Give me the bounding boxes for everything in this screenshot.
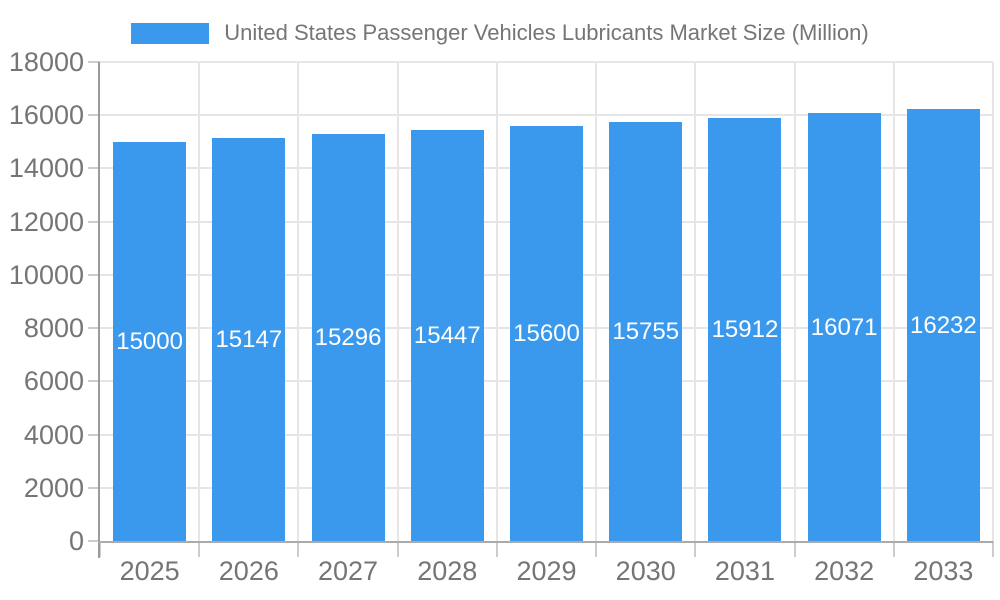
- bar[interactable]: [212, 137, 286, 541]
- x-gridline: [495, 62, 498, 541]
- y-gridline: [100, 61, 993, 63]
- x-axis-tick: [198, 541, 201, 557]
- y-axis-tick: [88, 220, 100, 223]
- y-axis-tick: [88, 273, 100, 276]
- bar[interactable]: [609, 121, 683, 541]
- bar[interactable]: [113, 141, 187, 541]
- x-gridline: [992, 62, 994, 541]
- y-axis-tick-label: 10000: [8, 259, 84, 290]
- y-axis-tick: [88, 327, 100, 330]
- x-axis-tick: [992, 541, 994, 557]
- bar[interactable]: [906, 109, 980, 541]
- x-axis-tick-label: 2027: [318, 556, 379, 586]
- y-axis-tick-label: 4000: [23, 419, 84, 450]
- x-axis-tick: [694, 541, 697, 557]
- y-axis-tick-label: 6000: [23, 366, 84, 397]
- legend[interactable]: United States Passenger Vehicles Lubrica…: [0, 21, 1000, 45]
- bar[interactable]: [410, 129, 484, 541]
- bar[interactable]: [311, 133, 385, 541]
- x-axis-tick: [297, 541, 300, 557]
- x-axis-tick: [892, 541, 895, 557]
- x-axis-tick: [495, 541, 498, 557]
- y-axis-tick: [88, 167, 100, 170]
- x-axis-tick: [99, 541, 101, 557]
- x-gridline: [892, 62, 895, 541]
- y-axis-tick-label: 18000: [8, 47, 84, 77]
- bar[interactable]: [807, 113, 881, 541]
- x-axis-tick-label: 2025: [119, 556, 180, 586]
- y-axis-tick: [88, 540, 100, 542]
- y-axis-tick-label: 16000: [8, 100, 84, 131]
- x-axis-tick-label: 2029: [516, 556, 577, 586]
- x-gridline: [396, 62, 399, 541]
- x-axis-tick-label: 2028: [417, 556, 478, 586]
- x-gridline: [793, 62, 796, 541]
- y-axis-tick-label: 2000: [23, 472, 84, 503]
- bar[interactable]: [708, 117, 782, 541]
- x-gridline: [694, 62, 697, 541]
- x-axis-tick-label: 2031: [714, 556, 775, 586]
- legend-label: United States Passenger Vehicles Lubrica…: [224, 20, 869, 45]
- y-axis-tick-label: 14000: [8, 153, 84, 184]
- x-axis-tick-label: 2032: [814, 556, 875, 586]
- legend-swatch-icon: [131, 22, 210, 44]
- x-axis-tick-label: 2033: [913, 556, 974, 586]
- x-axis-tick: [793, 541, 796, 557]
- x-axis-tick: [595, 541, 598, 557]
- y-axis-tick: [88, 486, 100, 489]
- x-axis-tick-label: 2030: [615, 556, 676, 586]
- x-gridline: [297, 62, 300, 541]
- bar[interactable]: [510, 125, 583, 541]
- y-gridline: [100, 114, 993, 117]
- x-gridline: [198, 62, 201, 541]
- x-axis-line: [98, 541, 993, 543]
- y-axis-line: [98, 62, 100, 558]
- x-gridline: [595, 62, 598, 541]
- y-axis-tick: [88, 114, 100, 117]
- y-axis-tick-label: 8000: [23, 313, 84, 344]
- y-axis-tick-label: 0: [68, 526, 84, 556]
- y-axis-tick: [88, 380, 100, 383]
- y-axis-tick: [88, 61, 100, 63]
- x-axis-tick: [396, 541, 399, 557]
- y-axis-tick-label: 12000: [8, 206, 84, 237]
- x-axis-tick-label: 2026: [218, 556, 279, 586]
- y-axis-tick: [88, 433, 100, 436]
